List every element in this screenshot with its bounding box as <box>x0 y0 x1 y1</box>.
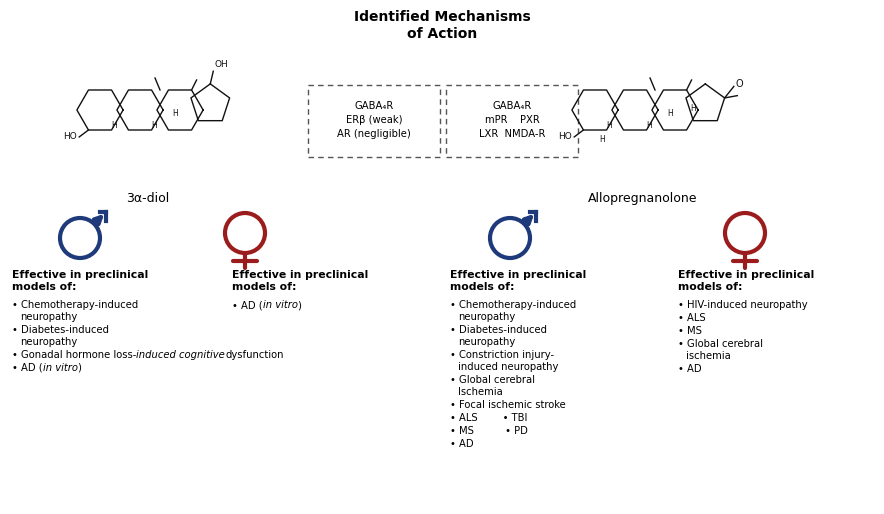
Text: • AD: • AD <box>450 439 474 449</box>
Text: • HIV-induced neuropathy: • HIV-induced neuropathy <box>678 300 808 310</box>
Text: • Diabetes-induced: • Diabetes-induced <box>450 325 547 335</box>
Text: O: O <box>735 79 743 89</box>
Text: • MS: • MS <box>678 326 702 336</box>
Text: • Global cerebral: • Global cerebral <box>678 339 763 349</box>
Text: ischemia: ischemia <box>686 351 731 361</box>
Text: • AD (: • AD ( <box>12 363 42 373</box>
Text: H: H <box>599 135 606 144</box>
Text: 3α-diol: 3α-diol <box>126 192 170 205</box>
Text: induced neuropathy: induced neuropathy <box>458 362 559 372</box>
Text: Effective in preclinical
models of:: Effective in preclinical models of: <box>12 270 149 292</box>
Text: H: H <box>172 109 178 119</box>
Text: Effective in preclinical
models of:: Effective in preclinical models of: <box>232 270 369 292</box>
Text: Effective in preclinical
models of:: Effective in preclinical models of: <box>450 270 586 292</box>
Text: neuropathy: neuropathy <box>458 337 515 347</box>
Text: ): ) <box>78 363 81 373</box>
Text: neuropathy: neuropathy <box>458 312 515 322</box>
Text: H: H <box>667 109 673 119</box>
Text: GABA₄R
ERβ (weak)
AR (negligible): GABA₄R ERβ (weak) AR (negligible) <box>337 101 411 139</box>
Text: Allopregnanolone: Allopregnanolone <box>588 192 697 205</box>
FancyBboxPatch shape <box>308 85 440 157</box>
Text: Effective in preclinical
models of:: Effective in preclinical models of: <box>678 270 814 292</box>
Text: neuropathy: neuropathy <box>20 337 77 347</box>
Text: H: H <box>151 121 157 130</box>
Text: H: H <box>111 121 117 130</box>
Text: ): ) <box>298 300 301 310</box>
Text: • Chemotherapy-induced: • Chemotherapy-induced <box>450 300 576 310</box>
Text: • AD (: • AD ( <box>232 300 263 310</box>
Text: dysfunction: dysfunction <box>225 350 284 360</box>
Text: • AD: • AD <box>678 364 702 374</box>
Text: H: H <box>606 121 612 130</box>
FancyBboxPatch shape <box>446 85 578 157</box>
Text: neuropathy: neuropathy <box>20 312 77 322</box>
Text: • MS          • PD: • MS • PD <box>450 426 528 436</box>
Text: • Diabetes-induced: • Diabetes-induced <box>12 325 109 335</box>
Text: induced cognitive: induced cognitive <box>136 350 225 360</box>
Text: • Global cerebral: • Global cerebral <box>450 375 535 385</box>
Text: HO: HO <box>559 133 572 141</box>
Text: HO: HO <box>64 133 77 141</box>
Text: Identified Mechanisms
of Action: Identified Mechanisms of Action <box>354 10 530 41</box>
Text: GABA₄R
mPR    PXR
LXR  NMDA-R: GABA₄R mPR PXR LXR NMDA-R <box>479 101 545 139</box>
Text: • Gonadal hormone loss-: • Gonadal hormone loss- <box>12 350 136 360</box>
Text: in vitro: in vitro <box>42 363 78 373</box>
Text: • Constriction injury-: • Constriction injury- <box>450 350 554 360</box>
Text: H: H <box>646 121 652 130</box>
Text: H: H <box>690 104 696 113</box>
Text: in vitro: in vitro <box>263 300 298 310</box>
Text: • Focal ischemic stroke: • Focal ischemic stroke <box>450 400 566 410</box>
Text: • Chemotherapy-induced: • Chemotherapy-induced <box>12 300 138 310</box>
Text: Ischemia: Ischemia <box>458 387 503 397</box>
Text: OH: OH <box>214 60 228 69</box>
Text: • ALS        • TBI: • ALS • TBI <box>450 413 528 423</box>
Text: • ALS: • ALS <box>678 313 705 323</box>
